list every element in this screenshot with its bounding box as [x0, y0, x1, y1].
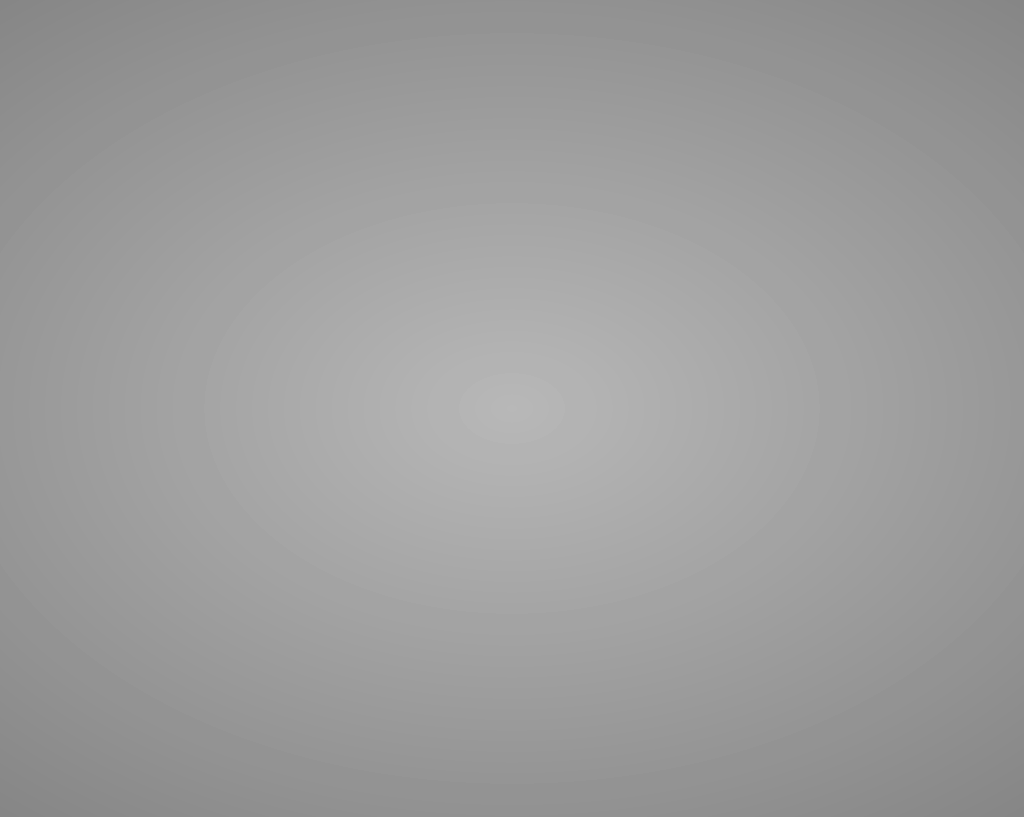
Text: B: B: [895, 459, 904, 473]
Text: 1.: 1.: [170, 164, 187, 182]
Text: Show that if the diagonals of a quadrilateral are equal and bisect each other at: Show that if the diagonals of a quadrila…: [231, 307, 932, 349]
Text: 2.: 2.: [170, 203, 187, 221]
Text: 3.: 3.: [170, 235, 187, 253]
Text: Fig. 8.19: Fig. 8.19: [750, 515, 824, 529]
Text: 5.: 5.: [170, 307, 187, 325]
Text: If the diagonals of a parallelogram are equal, then show that it is a rectangle.: If the diagonals of a parallelogram are …: [231, 203, 876, 221]
Text: C: C: [914, 529, 925, 542]
Text: Show that if the diagonals of a quadrilateral bisect each other at right angles,: Show that if the diagonals of a quadrila…: [231, 235, 937, 277]
Text: ABCD is a rectangle in which diagonal AC bisects ∠ A as well as ∠ C. Show that:
: ABCD is a rectangle in which diagonal AC…: [231, 590, 898, 632]
Text: ABCD is a rhombus. Show that diagonal AC
bisects ∠ A as well as ∠ C and diagonal: ABCD is a rhombus. Show that diagonal AC…: [231, 471, 592, 536]
Text: 8.: 8.: [170, 590, 187, 608]
Text: The angles of quadrilateral are in the ratio 3 : 5 : 9 : 13. Find all the angles: The angles of quadrilateral are in the r…: [231, 164, 905, 206]
Text: Diagonal AC of a parallelogram ABCD bisects
∠ A (see Fig. 8.19). Show that

    : Diagonal AC of a parallelogram ABCD bise…: [231, 361, 606, 497]
Text: ·EXERCISE 8.1: ·EXERCISE 8.1: [454, 127, 596, 145]
Text: 7.: 7.: [170, 471, 187, 489]
Text: 4.: 4.: [170, 275, 187, 292]
Text: D: D: [646, 529, 656, 542]
Text: A: A: [618, 459, 628, 473]
Text: 6.: 6.: [170, 361, 187, 379]
Text: Show that the diagonals of a square are equal and bisect each other at right ang: Show that the diagonals of a square are …: [231, 275, 932, 292]
